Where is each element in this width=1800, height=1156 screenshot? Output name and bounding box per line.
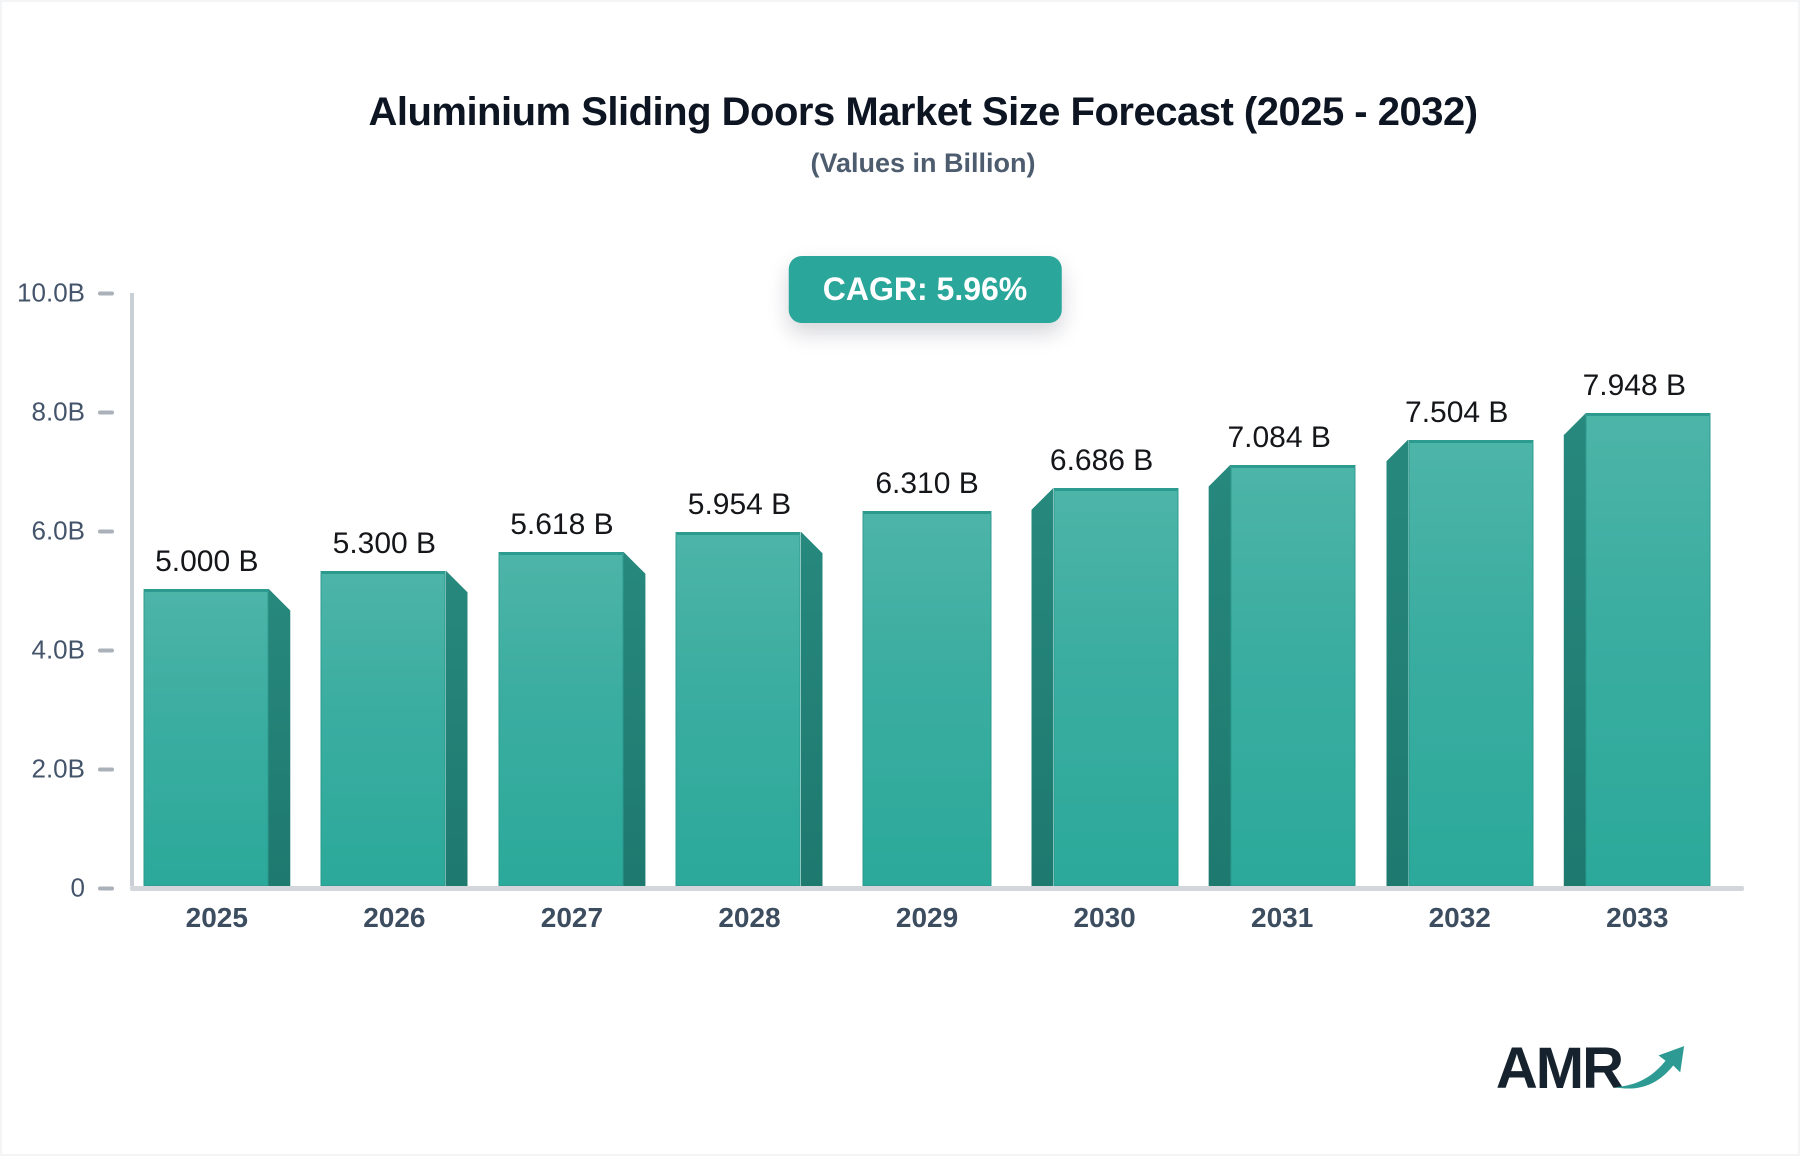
y-axis-tick: 6.0B xyxy=(31,515,114,547)
bar-side-face xyxy=(800,531,823,886)
y-axis: 10.0B 8.0B 6.0B 4.0B 2.0B 0 xyxy=(2,278,122,903)
bar-front-face xyxy=(1408,439,1534,886)
bar-front-face xyxy=(143,588,269,886)
y-axis-tick-label: 2.0B xyxy=(31,753,86,784)
y-axis-tick-label: 6.0B xyxy=(31,515,86,546)
tick-mark-icon xyxy=(98,291,114,295)
bar-slot: 7.504 B 2032 xyxy=(1371,293,1549,933)
bar-slot: 5.618 B 2027 xyxy=(483,293,661,933)
bar-front-face xyxy=(862,510,992,886)
bar-front-face xyxy=(498,551,624,886)
bar xyxy=(1208,464,1356,886)
bar-front-face xyxy=(320,570,446,886)
bar-value-label: 7.084 B xyxy=(1227,420,1331,454)
tick-mark-icon xyxy=(98,529,114,533)
bar-front-face xyxy=(1585,413,1711,886)
x-axis-label: 2031 xyxy=(1251,902,1314,933)
bar-slot: 7.084 B 2031 xyxy=(1193,293,1371,933)
bar-front-face xyxy=(1053,488,1179,886)
tick-mark-icon xyxy=(98,886,114,890)
y-axis-line xyxy=(130,293,134,886)
bar-value-label: 5.618 B xyxy=(510,507,614,541)
bar-front-face xyxy=(675,531,801,886)
bar-slot: 6.310 B 2029 xyxy=(838,293,1016,933)
bar-slot: 5.954 B 2028 xyxy=(661,293,839,933)
bar xyxy=(1386,439,1534,886)
y-axis-tick: 2.0B xyxy=(31,753,114,785)
chart-subtitle: (Values in Billion) xyxy=(810,148,1036,178)
bar-side-face xyxy=(1031,488,1054,886)
bar xyxy=(498,551,646,886)
bar-slot: 7.948 B 2033 xyxy=(1549,293,1727,933)
x-axis-label: 2028 xyxy=(718,902,781,933)
x-axis-label: 2026 xyxy=(363,902,426,933)
bar-side-face xyxy=(268,588,291,886)
y-axis-tick-label: 0 xyxy=(70,872,85,903)
bar-side-face xyxy=(1386,439,1409,886)
bar xyxy=(1563,413,1711,886)
y-axis-tick-label: 4.0B xyxy=(31,634,86,665)
bar-slot: 5.000 B 2025 xyxy=(128,293,306,933)
bar xyxy=(320,570,468,886)
bar xyxy=(675,531,823,886)
bar-value-label: 7.504 B xyxy=(1405,395,1509,429)
tick-mark-icon xyxy=(98,767,114,771)
bar xyxy=(143,588,291,886)
y-axis-tick: 10.0B xyxy=(17,278,114,309)
tick-mark-icon xyxy=(98,648,114,652)
bar-side-face xyxy=(623,551,646,886)
bar-side-face xyxy=(445,570,468,886)
bar-value-label: 5.300 B xyxy=(332,526,437,560)
bar-value-label: 6.310 B xyxy=(875,466,979,500)
cagr-badge: CAGR: 5.96% xyxy=(788,256,1062,323)
bar-value-label: 7.948 B xyxy=(1582,369,1686,403)
x-axis-label: 2025 xyxy=(185,902,248,933)
bar-slot: 5.300 B 2026 xyxy=(306,293,484,933)
x-axis-label: 2033 xyxy=(1606,902,1669,933)
x-axis-label: 2029 xyxy=(895,902,959,933)
y-axis-tick: 8.0B xyxy=(31,396,114,428)
y-axis-tick-label: 8.0B xyxy=(31,396,86,427)
bar-slot: 6.686 B 2030 xyxy=(1016,293,1194,933)
amr-logo-text: AMR xyxy=(1495,1036,1624,1101)
growth-arrow-icon xyxy=(1615,1045,1685,1089)
bar-value-label: 5.954 B xyxy=(687,487,792,521)
bar xyxy=(862,510,992,886)
bars-container: 5.000 B 2025 5.300 B 2026 5.618 B 2027 5… xyxy=(128,293,1727,933)
bar xyxy=(1031,488,1179,886)
bar-front-face xyxy=(1230,464,1356,886)
bar-value-label: 6.686 B xyxy=(1049,444,1154,478)
x-axis-label: 2027 xyxy=(540,902,604,933)
bar-side-face xyxy=(1208,464,1231,886)
amr-logo: AMR xyxy=(1496,1035,1690,1102)
bar-side-face xyxy=(1563,413,1586,886)
x-axis-label: 2030 xyxy=(1073,902,1136,933)
bar-value-label: 5.000 B xyxy=(155,544,259,578)
x-axis-label: 2032 xyxy=(1428,902,1491,933)
y-axis-tick: 0 xyxy=(71,873,114,904)
chart-title: Aluminium Sliding Doors Market Size Fore… xyxy=(368,90,1478,134)
x-axis-line xyxy=(130,886,1744,891)
cagr-badge-label: CAGR: 5.96% xyxy=(822,271,1028,307)
y-axis-tick: 4.0B xyxy=(31,634,114,666)
tick-mark-icon xyxy=(98,410,114,414)
y-axis-tick-label: 10.0B xyxy=(17,277,85,308)
